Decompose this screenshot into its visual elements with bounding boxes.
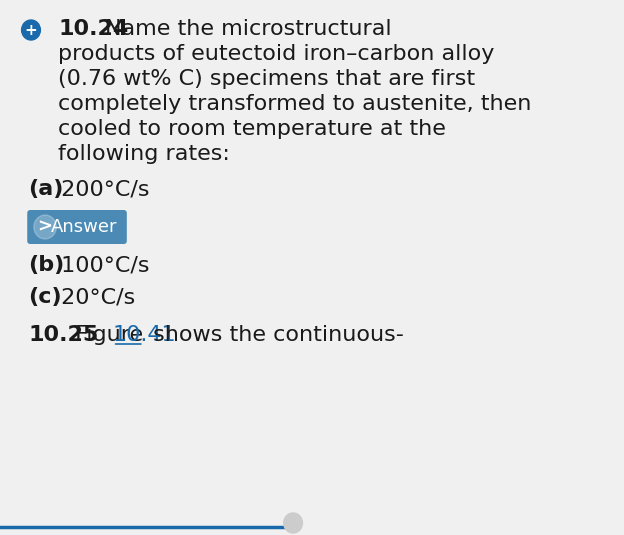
Text: 10.24: 10.24 bbox=[58, 19, 129, 39]
Text: following rates:: following rates: bbox=[58, 144, 230, 164]
Text: 100°C/s: 100°C/s bbox=[54, 255, 150, 275]
Circle shape bbox=[34, 215, 56, 239]
Circle shape bbox=[284, 513, 303, 533]
Text: 20°C/s: 20°C/s bbox=[54, 287, 136, 307]
Text: (b): (b) bbox=[28, 255, 64, 275]
Text: 10.25: 10.25 bbox=[28, 325, 99, 345]
Text: (0.76 wt% C) specimens that are first: (0.76 wt% C) specimens that are first bbox=[58, 69, 475, 89]
Text: shows the continuous-: shows the continuous- bbox=[145, 325, 404, 345]
Text: 10.41: 10.41 bbox=[113, 325, 177, 345]
Text: Figure: Figure bbox=[67, 325, 150, 345]
Text: Name the microstructural: Name the microstructural bbox=[105, 19, 392, 39]
Text: (c): (c) bbox=[28, 287, 62, 307]
FancyBboxPatch shape bbox=[27, 210, 127, 244]
Text: Answer: Answer bbox=[51, 218, 118, 236]
Text: >: > bbox=[37, 218, 52, 236]
Text: +: + bbox=[24, 22, 37, 37]
Text: cooled to room temperature at the: cooled to room temperature at the bbox=[58, 119, 446, 139]
Text: (a): (a) bbox=[28, 179, 64, 199]
Text: 200°C/s: 200°C/s bbox=[54, 179, 150, 199]
Circle shape bbox=[22, 20, 41, 40]
Text: completely transformed to austenite, then: completely transformed to austenite, the… bbox=[58, 94, 532, 114]
Text: products of eutectoid iron–carbon alloy: products of eutectoid iron–carbon alloy bbox=[58, 44, 495, 64]
